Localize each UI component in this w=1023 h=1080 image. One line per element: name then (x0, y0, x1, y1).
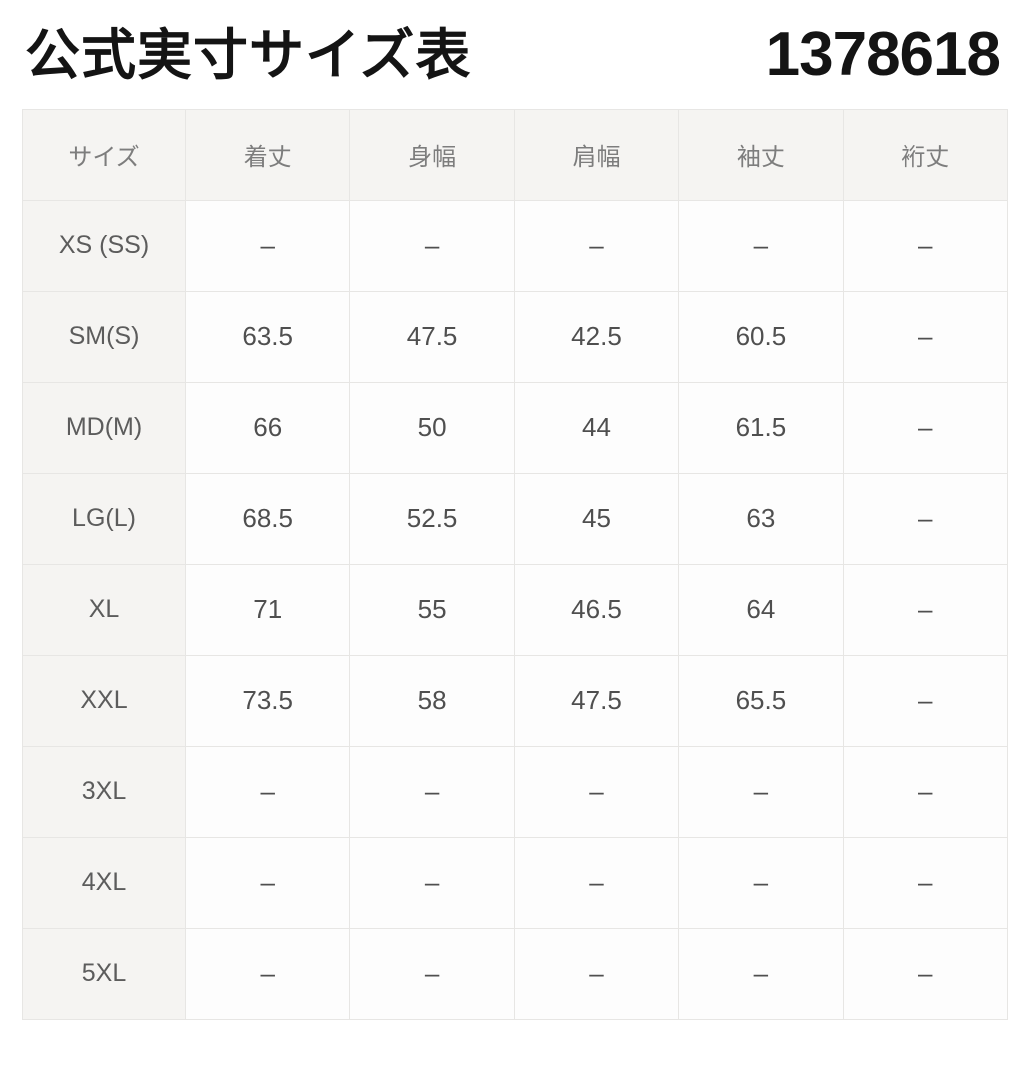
size-label: 5XL (22, 927, 186, 1020)
cell-value: – (513, 836, 680, 929)
cell-value: – (842, 290, 1009, 383)
column-header-yuki-length: 裄丈 (842, 108, 1009, 201)
table-row-sm: SM(S) 63.5 47.5 42.5 60.5 – (22, 290, 1009, 383)
cell-value: – (184, 836, 351, 929)
product-number: 1378618 (765, 20, 1001, 89)
size-table: サイズ 着丈 身幅 肩幅 袖丈 裄丈 XS (SS) – – – – – SM(… (22, 108, 1009, 1020)
cell-value: 55 (349, 563, 515, 656)
cell-value: 60.5 (678, 290, 844, 383)
cell-value: 63.5 (184, 290, 351, 383)
size-label: 3XL (22, 745, 186, 838)
cell-value: – (184, 199, 351, 292)
table-row-3xl: 3XL – – – – – (22, 745, 1009, 838)
cell-value: 66 (184, 381, 351, 474)
cell-value: – (513, 199, 680, 292)
cell-value: – (678, 927, 844, 1020)
table-row-md: MD(M) 66 50 44 61.5 – (22, 381, 1009, 474)
column-header-body-length: 着丈 (184, 108, 351, 201)
cell-value: 63 (678, 472, 844, 565)
cell-value: 42.5 (513, 290, 680, 383)
cell-value: – (349, 199, 515, 292)
cell-value: – (842, 654, 1009, 747)
page-title: 公式実寸サイズ表 (25, 24, 472, 87)
cell-value: – (678, 745, 844, 838)
cell-value: – (513, 745, 680, 838)
table-row-xl: XL 71 55 46.5 64 – (22, 563, 1009, 656)
cell-value: – (842, 563, 1009, 656)
cell-value: 52.5 (349, 472, 515, 565)
cell-value: 44 (513, 381, 680, 474)
cell-value: – (842, 199, 1009, 292)
size-label: MD(M) (22, 381, 186, 474)
cell-value: 45 (513, 472, 680, 565)
cell-value: 71 (184, 563, 351, 656)
cell-value: 47.5 (513, 654, 680, 747)
size-label: XS (SS) (22, 199, 186, 292)
cell-value: – (184, 745, 351, 838)
cell-value: – (349, 745, 515, 838)
column-header-sleeve-length: 袖丈 (678, 108, 844, 201)
table-row-5xl: 5XL – – – – – (22, 927, 1009, 1020)
cell-value: – (678, 199, 844, 292)
cell-value: – (842, 836, 1009, 929)
header-row: サイズ 着丈 身幅 肩幅 袖丈 裄丈 (22, 108, 1009, 201)
cell-value: 47.5 (349, 290, 515, 383)
cell-value: 64 (678, 563, 844, 656)
cell-value: – (184, 927, 351, 1020)
cell-value: – (842, 927, 1009, 1020)
column-header-body-width: 身幅 (349, 108, 515, 201)
cell-value: 65.5 (678, 654, 844, 747)
cell-value: 73.5 (184, 654, 351, 747)
column-header-shoulder-width: 肩幅 (513, 108, 680, 201)
cell-value: – (842, 381, 1009, 474)
size-label: XL (22, 563, 186, 656)
table-row-lg: LG(L) 68.5 52.5 45 63 – (22, 472, 1009, 565)
cell-value: – (349, 836, 515, 929)
cell-value: – (842, 745, 1009, 838)
size-label: 4XL (22, 836, 186, 929)
size-label: XXL (22, 654, 186, 747)
column-header-size: サイズ (22, 108, 186, 201)
table-row-4xl: 4XL – – – – – (22, 836, 1009, 929)
cell-value: – (678, 836, 844, 929)
cell-value: – (513, 927, 680, 1020)
page-header: 公式実寸サイズ表 1378618 (0, 0, 1023, 89)
cell-value: 50 (349, 381, 515, 474)
size-label: SM(S) (22, 290, 186, 383)
cell-value: – (349, 927, 515, 1020)
size-label: LG(L) (22, 472, 186, 565)
table-row-xs: XS (SS) – – – – – (22, 199, 1009, 292)
table-row-xxl: XXL 73.5 58 47.5 65.5 – (22, 654, 1009, 747)
cell-value: – (842, 472, 1009, 565)
cell-value: 46.5 (513, 563, 680, 656)
cell-value: 68.5 (184, 472, 351, 565)
cell-value: 61.5 (678, 381, 844, 474)
cell-value: 58 (349, 654, 515, 747)
